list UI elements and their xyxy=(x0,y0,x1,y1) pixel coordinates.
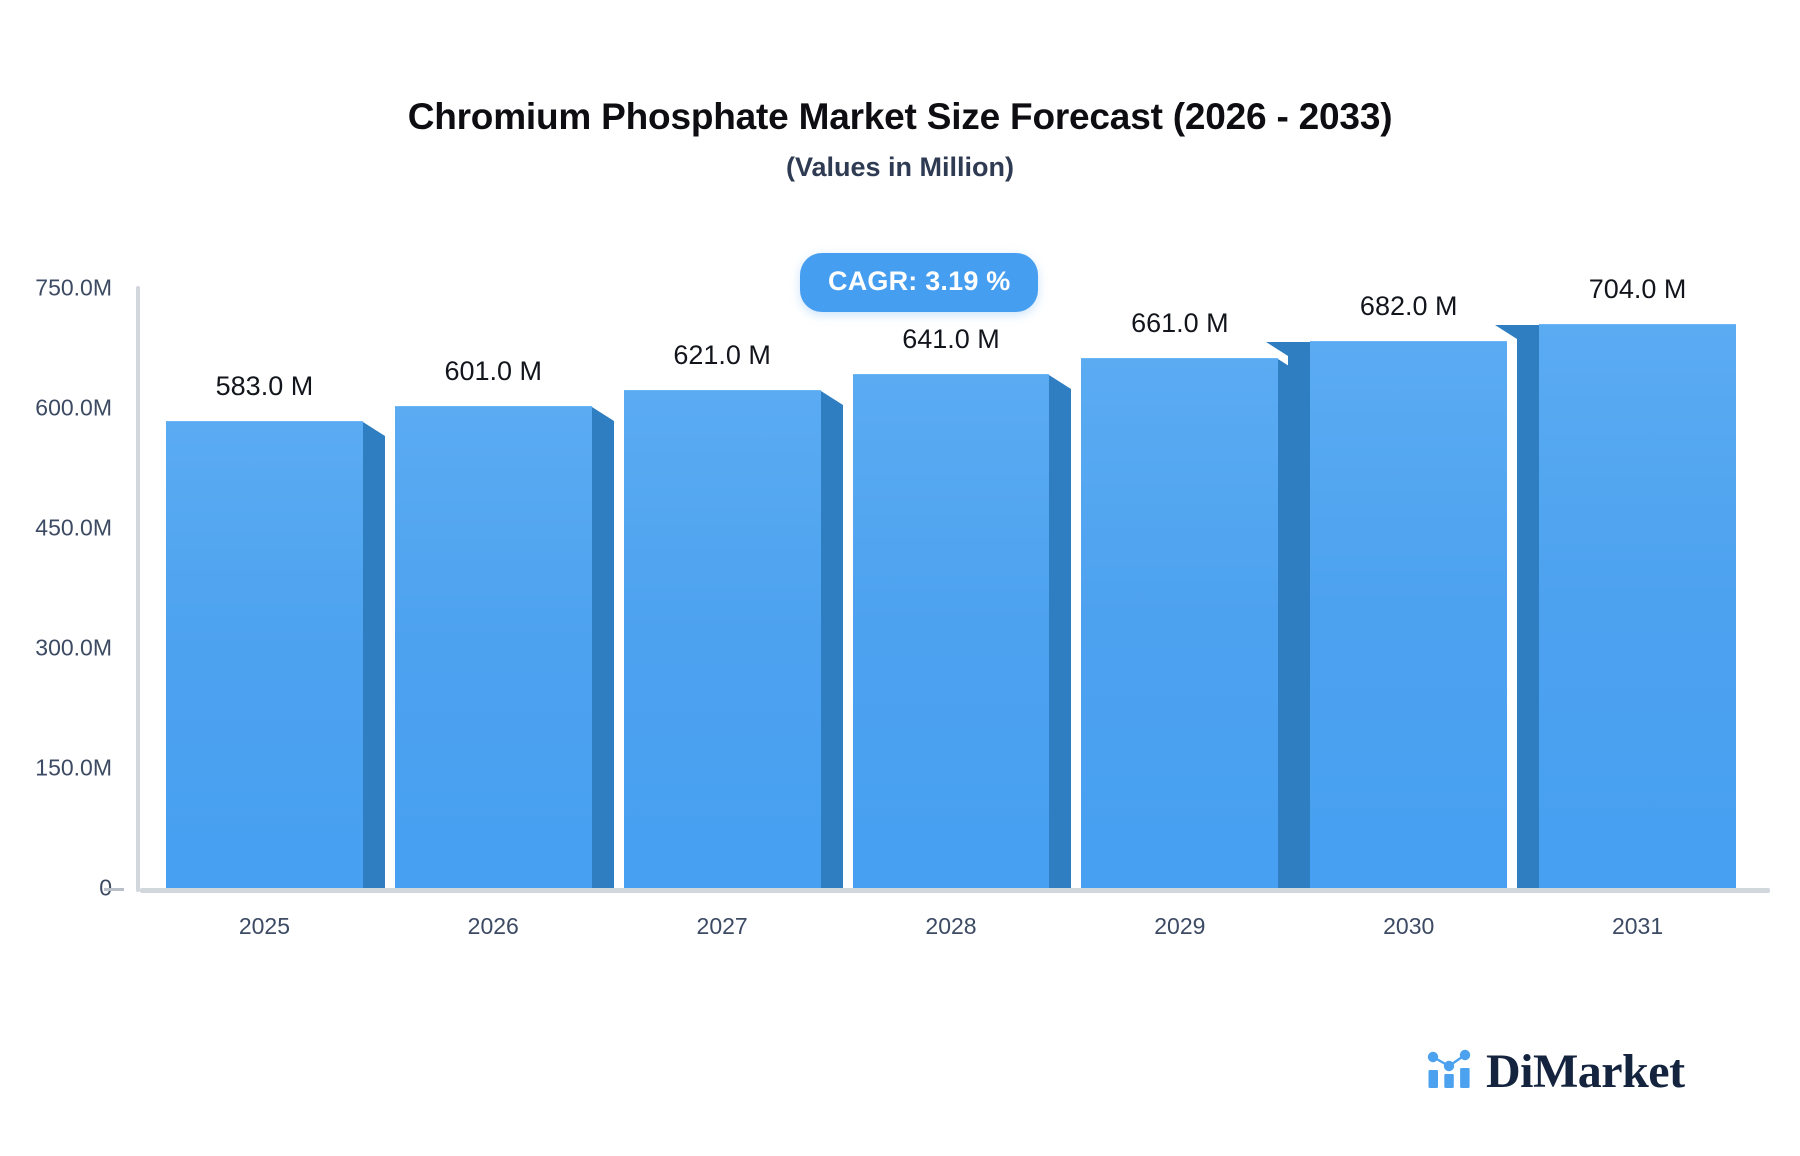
bar-value-label: 621.0 M xyxy=(673,340,771,371)
bar-group[interactable]: 621.0 M 2027 xyxy=(623,311,843,939)
bar-front-face xyxy=(852,374,1050,888)
x-axis-tick-label: 2028 xyxy=(925,913,977,939)
title-block: Chromium Phosphate Market Size Forecast … xyxy=(0,96,1800,182)
bar-side-cap xyxy=(1495,324,1540,339)
x-axis-tick-label: 2029 xyxy=(1154,913,1206,939)
page-title: Chromium Phosphate Market Size Forecast … xyxy=(407,96,1393,137)
bar-chart-line-icon xyxy=(1424,1046,1474,1097)
bar-front-face xyxy=(1539,323,1736,888)
x-axis-tick-label: 2031 xyxy=(1611,913,1664,939)
logo-text: DiMarket xyxy=(1486,1044,1685,1098)
bar-side-face xyxy=(1517,338,1540,888)
chart-subtitle: (Values in Million) xyxy=(785,151,1015,182)
x-axis-line xyxy=(140,888,1770,893)
bar-side-face xyxy=(820,405,843,888)
bar-group[interactable]: 682.0 M 2030 xyxy=(1266,262,1508,939)
bar-value-label: 704.0 M xyxy=(1588,273,1687,304)
y-axis-tick-label: 0 xyxy=(0,875,112,902)
x-axis-tick-label: 2027 xyxy=(696,913,748,939)
cagr-badge: CAGR: 3.19 % xyxy=(800,253,1039,312)
bar-side-face xyxy=(362,435,385,888)
y-axis-tick-label: 450.0M xyxy=(35,514,112,541)
bar-group[interactable]: 601.0 M 2026 xyxy=(394,327,614,939)
x-axis-tick-label: 2026 xyxy=(467,913,519,939)
bar-front-face xyxy=(1310,341,1508,888)
bar-group[interactable]: 583.0 M 2025 xyxy=(166,342,385,939)
y-axis-tick-label: 150.0M xyxy=(35,754,112,781)
bar-value-label: 682.0 M xyxy=(1359,291,1458,322)
bar-side-cap xyxy=(820,391,865,406)
brand-logo: DiMarket xyxy=(1424,1046,1685,1097)
bar-group[interactable]: 661.0 M 2029 xyxy=(1081,279,1301,939)
bar-front-face xyxy=(1081,358,1279,888)
bar-side-cap xyxy=(1049,375,1093,390)
bar-value-label: 661.0 M xyxy=(1131,308,1229,339)
bar-side-face xyxy=(1049,389,1072,888)
bar-front-face xyxy=(394,406,592,888)
bar-side-cap xyxy=(362,421,407,436)
bar-side-cap xyxy=(591,407,636,422)
y-axis-tick-label: 600.0M xyxy=(35,394,112,421)
y-axis-zero-tick xyxy=(104,888,124,891)
bar-value-label: 601.0 M xyxy=(444,356,543,387)
bar-front-face xyxy=(623,390,821,888)
y-axis-tick-label: 750.0M xyxy=(35,274,112,301)
x-axis-tick-label: 2030 xyxy=(1383,913,1435,939)
bar-group[interactable]: 704.0 M 2031 xyxy=(1495,245,1736,939)
bar-side-face xyxy=(1288,356,1311,888)
y-axis-line xyxy=(136,286,140,892)
bar-side-cap xyxy=(1266,342,1311,357)
x-axis-tick-label: 2025 xyxy=(238,913,291,939)
bar-side-face xyxy=(591,421,614,888)
bar-front-face xyxy=(166,420,363,888)
bar-group[interactable]: 641.0 M 2028 xyxy=(852,295,1072,939)
bar-value-label: 641.0 M xyxy=(902,324,1000,355)
y-axis: 0 150.0M 300.0M 450.0M 600.0M 750.0M xyxy=(0,0,112,1156)
bar-value-label: 583.0 M xyxy=(215,370,314,401)
y-axis-tick-label: 300.0M xyxy=(35,634,112,661)
